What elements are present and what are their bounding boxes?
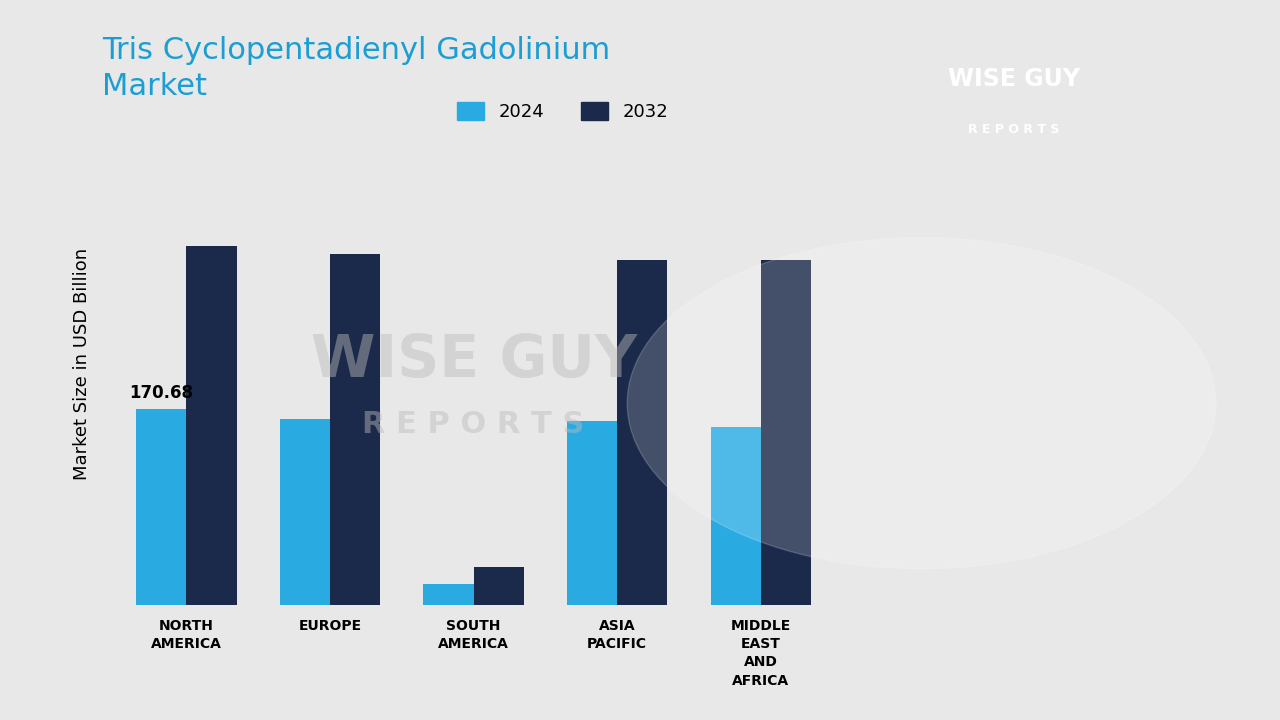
Bar bbox=[710, 427, 760, 605]
Bar bbox=[330, 254, 380, 605]
Text: 170.68: 170.68 bbox=[129, 384, 193, 402]
Y-axis label: Market Size in USD Billion: Market Size in USD Billion bbox=[73, 248, 91, 480]
Bar bbox=[474, 567, 524, 605]
Bar bbox=[567, 421, 617, 605]
Bar bbox=[280, 419, 330, 605]
Text: R E P O R T S: R E P O R T S bbox=[969, 123, 1060, 136]
Bar bbox=[136, 409, 187, 605]
Bar bbox=[760, 260, 812, 605]
Bar bbox=[424, 583, 474, 605]
Bar bbox=[617, 260, 667, 605]
Text: WISE GUY: WISE GUY bbox=[311, 331, 636, 389]
Text: R E P O R T S: R E P O R T S bbox=[362, 410, 585, 439]
Text: WISE GUY: WISE GUY bbox=[948, 67, 1080, 91]
Legend: 2024, 2032: 2024, 2032 bbox=[448, 93, 677, 130]
Bar bbox=[187, 246, 237, 605]
Text: Tris Cyclopentadienyl Gadolinium
Market: Tris Cyclopentadienyl Gadolinium Market bbox=[102, 36, 611, 101]
